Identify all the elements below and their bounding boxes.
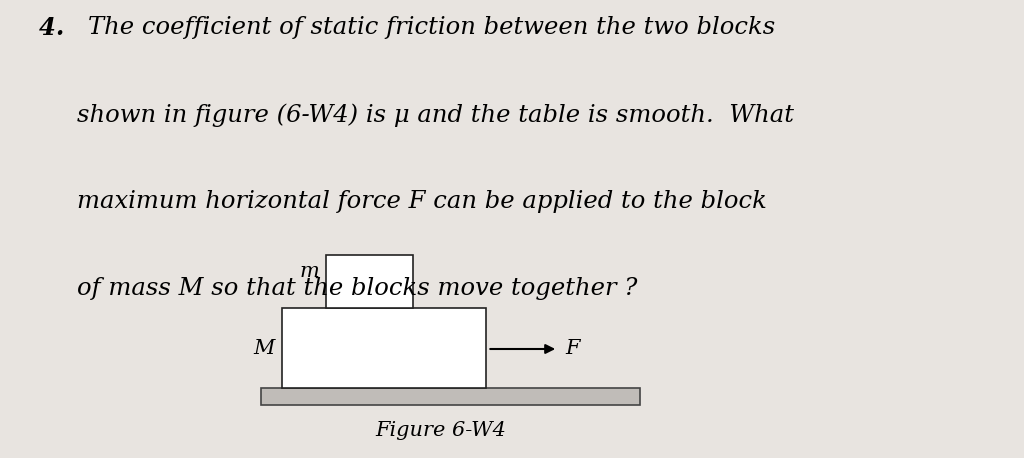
- Bar: [282, 308, 486, 388]
- Text: M: M: [253, 339, 274, 359]
- Text: The coefficient of static friction between the two blocks: The coefficient of static friction betwe…: [88, 16, 775, 39]
- Text: Figure 6-W4: Figure 6-W4: [375, 421, 506, 440]
- Text: maximum horizontal force F can be applied to the block: maximum horizontal force F can be applie…: [77, 190, 767, 213]
- Text: F: F: [565, 339, 580, 359]
- Bar: [326, 255, 413, 308]
- Text: of mass M so that the blocks move together ?: of mass M so that the blocks move togeth…: [77, 277, 637, 300]
- Text: 4.: 4.: [39, 16, 73, 40]
- Text: shown in figure (6-W4) is μ and the table is smooth.  What: shown in figure (6-W4) is μ and the tabl…: [77, 103, 794, 126]
- Bar: [261, 388, 640, 405]
- Text: m: m: [300, 262, 319, 281]
